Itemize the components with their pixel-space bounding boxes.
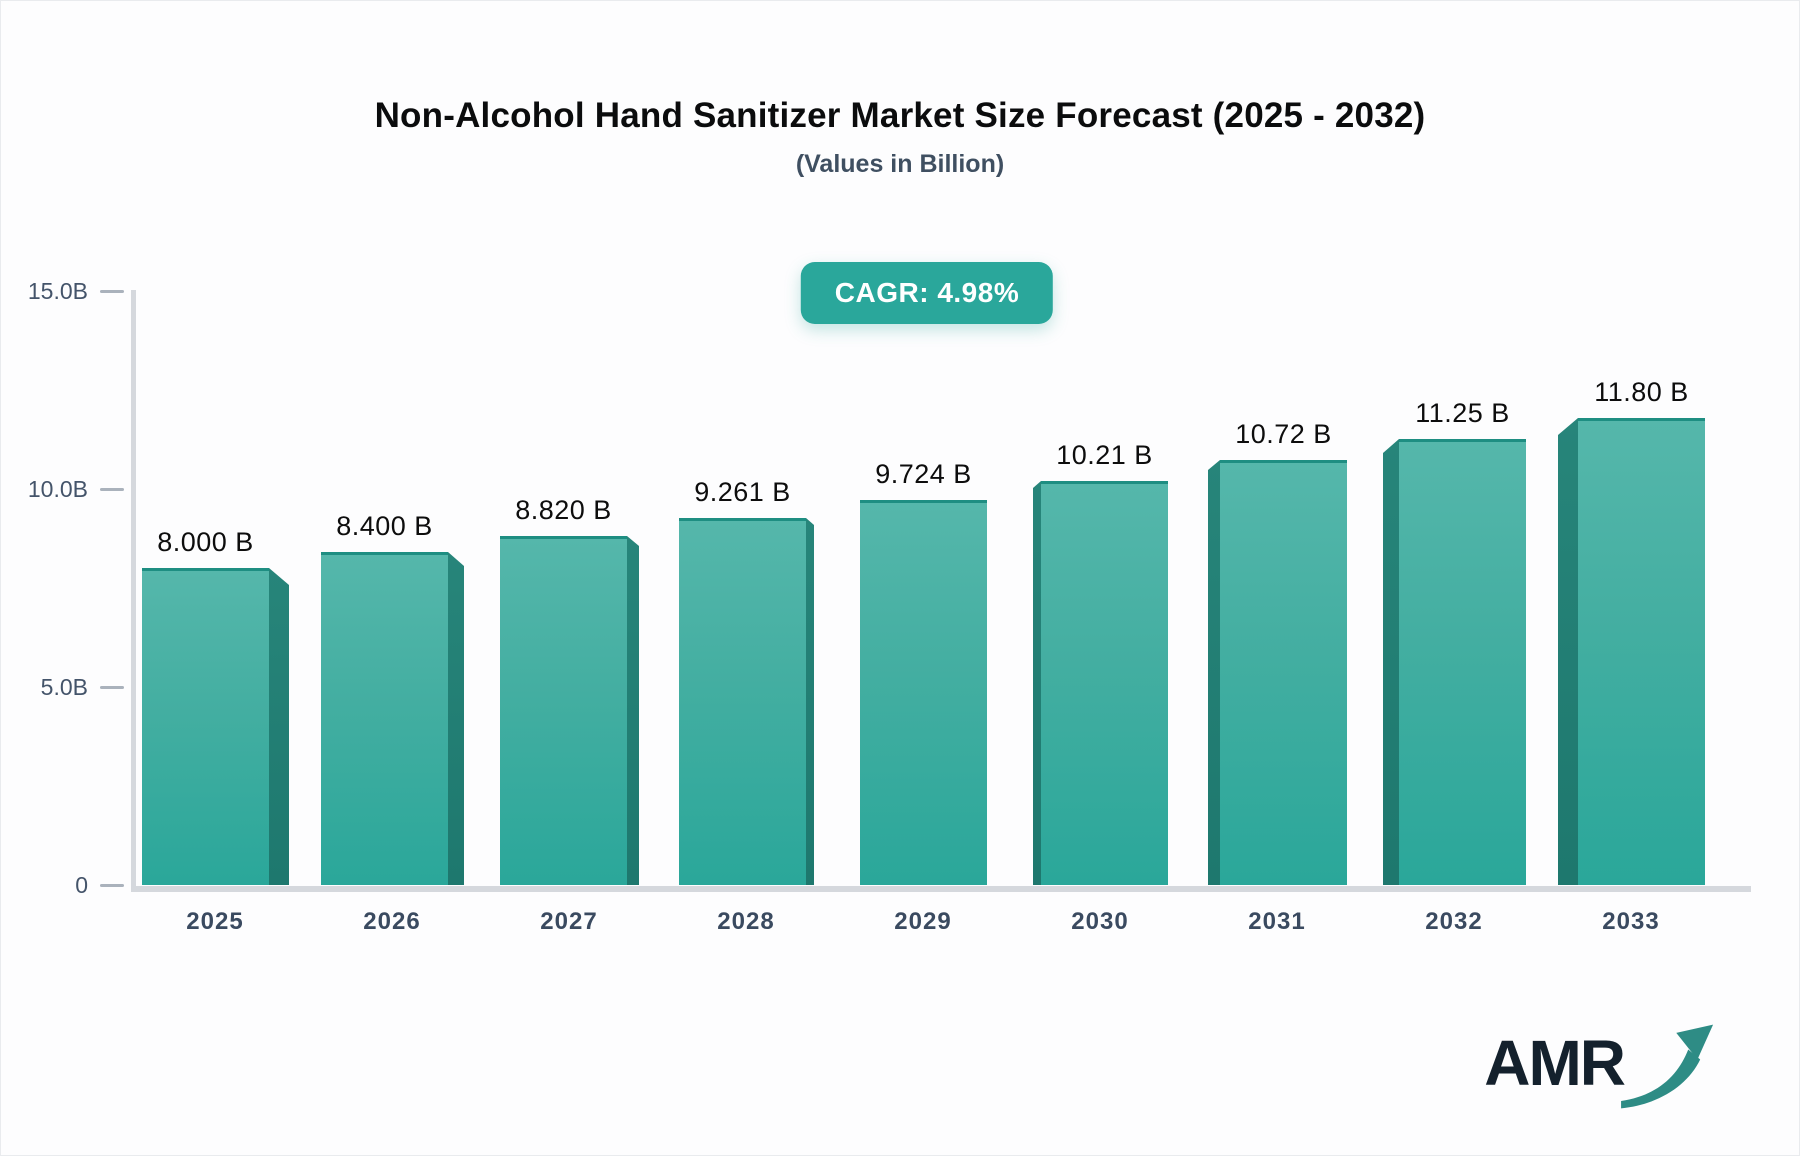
- bar: [679, 518, 806, 885]
- y-tick-mark: [100, 883, 124, 887]
- chart-title: Non-Alcohol Hand Sanitizer Market Size F…: [374, 96, 1426, 135]
- bar-side-face: [1558, 418, 1578, 885]
- bar: [1399, 439, 1526, 885]
- bar-value-label: 9.724 B: [875, 459, 972, 489]
- growth-arrow-icon: [1621, 1024, 1714, 1109]
- x-axis-line: [131, 886, 1751, 892]
- bar-side-face: [448, 552, 464, 885]
- bar-value-label: 10.72 B: [1235, 419, 1332, 449]
- bar-side-face: [1383, 439, 1399, 885]
- amr-logo: AMR: [1484, 1014, 1722, 1112]
- amr-logo-text: AMR: [1484, 1027, 1626, 1099]
- x-axis-label: 2028: [717, 908, 775, 935]
- bar-side-face: [627, 536, 639, 885]
- y-tick-label: 10.0B: [27, 476, 88, 502]
- bar-side-face: [269, 568, 289, 885]
- y-axis-line: [131, 290, 136, 891]
- x-axis-label: 2033: [1602, 908, 1660, 935]
- bar-value-label: 8.400 B: [336, 511, 433, 541]
- x-axis-label: 2027: [540, 908, 598, 935]
- bar: [1220, 460, 1347, 885]
- y-tick-label: 0: [75, 872, 88, 898]
- y-tick-mark: [100, 289, 124, 293]
- bar-side-face: [1033, 481, 1041, 885]
- bar: [321, 552, 448, 885]
- y-tick-label: 5.0B: [40, 674, 88, 700]
- bar: [500, 536, 627, 885]
- x-axis-label: 2025: [186, 908, 244, 935]
- bar-value-label: 11.25 B: [1415, 398, 1510, 428]
- cagr-badge: CAGR: 4.98%: [800, 262, 1054, 324]
- bar-side-face: [806, 518, 814, 885]
- bar-value-label: 11.80 B: [1594, 377, 1689, 407]
- y-tick-label: 15.0B: [27, 278, 88, 304]
- x-axis-label: 2030: [1071, 908, 1129, 935]
- x-axis-label: 2029: [894, 908, 952, 935]
- bar: [1578, 418, 1705, 885]
- y-tick-mark: [100, 487, 124, 491]
- bar-value-label: 8.000 B: [157, 527, 254, 557]
- chart-subtitle: (Values in Billion): [795, 150, 1005, 178]
- x-axis-label: 2031: [1248, 908, 1306, 935]
- bar: [860, 500, 987, 885]
- bar-value-label: 10.21 B: [1056, 440, 1153, 470]
- y-tick-mark: [100, 685, 124, 689]
- bar-value-label: 8.820 B: [515, 495, 612, 525]
- bar: [142, 568, 269, 885]
- bar-value-label: 9.261 B: [694, 477, 791, 507]
- bar-side-face: [1208, 460, 1220, 885]
- x-axis-label: 2026: [363, 908, 421, 935]
- x-axis-label: 2032: [1425, 908, 1483, 935]
- bar: [1041, 481, 1168, 885]
